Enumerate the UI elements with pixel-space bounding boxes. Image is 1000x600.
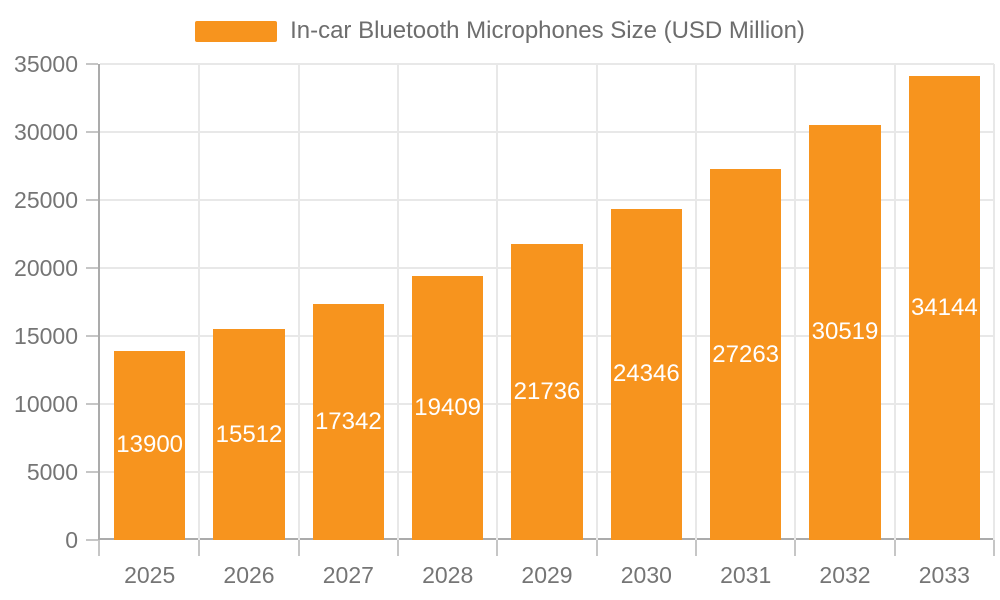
chart-title: In-car Bluetooth Microphones Size (USD M… — [290, 17, 805, 44]
y-tick-mark-15000 — [86, 335, 98, 337]
bar-value-label-2031: 27263 — [712, 340, 780, 368]
grid-line-y-25000 — [100, 199, 994, 201]
bar-2033[interactable]: 34144 — [908, 75, 981, 540]
grid-line-x-1 — [198, 64, 201, 540]
y-tick-mark-10000 — [86, 403, 98, 405]
y-tick-label-15000: 15000 — [14, 323, 78, 349]
y-tick-label-10000: 10000 — [14, 391, 78, 417]
y-tick-label-30000: 30000 — [14, 119, 78, 145]
grid-line-x-9 — [993, 64, 995, 540]
y-tick-label-0: 0 — [65, 527, 78, 553]
bar-2027[interactable]: 17342 — [312, 304, 385, 540]
grid-line-y-35000 — [100, 63, 994, 65]
x-tick-label-2033: 2033 — [918, 562, 970, 588]
bar-2030[interactable]: 24346 — [610, 208, 683, 540]
bar-2025[interactable]: 13900 — [113, 350, 186, 540]
grid-line-x-4 — [496, 64, 499, 540]
x-tick-mark-9 — [993, 540, 995, 556]
bar-value-label-2028: 19409 — [414, 394, 482, 421]
y-tick-mark-0 — [86, 539, 98, 541]
grid-line-x-6 — [695, 64, 697, 540]
x-tick-mark-6 — [695, 540, 697, 556]
grid-line-x-5 — [595, 64, 598, 540]
bar-value-label-2030: 24346 — [612, 360, 680, 388]
bar-2032[interactable]: 30519 — [809, 124, 881, 540]
x-tick-label-2027: 2027 — [322, 562, 374, 588]
x-tick-label-2026: 2026 — [223, 562, 275, 588]
bar-2026[interactable]: 15512 — [213, 329, 285, 540]
grid-line-x-7 — [794, 64, 797, 540]
x-tick-mark-1 — [198, 540, 201, 556]
y-tick-mark-35000 — [86, 63, 98, 65]
x-tick-label-2032: 2032 — [819, 562, 871, 588]
x-tick-mark-0 — [98, 540, 100, 556]
x-tick-mark-3 — [397, 540, 399, 556]
x-tick-mark-8 — [893, 540, 896, 556]
grid-line-x-3 — [397, 64, 399, 540]
x-tick-label-2028: 2028 — [422, 562, 474, 588]
chart-legend[interactable]: In-car Bluetooth Microphones Size (USD M… — [0, 14, 1000, 48]
x-tick-label-2029: 2029 — [521, 562, 573, 588]
x-tick-mark-7 — [794, 540, 797, 556]
grid-line-x-2 — [297, 64, 300, 540]
bar-2028[interactable]: 19409 — [411, 276, 484, 540]
y-tick-label-25000: 25000 — [14, 187, 78, 213]
bar-value-label-2029: 21736 — [513, 378, 581, 406]
y-tick-mark-5000 — [86, 471, 98, 473]
bar-2031[interactable]: 27263 — [709, 169, 782, 540]
y-tick-label-5000: 5000 — [26, 459, 78, 485]
plot-area: 0 5000 10000 15000 20000 25000 30000 35000 2025 1… — [14, 51, 995, 588]
y-tick-mark-20000 — [86, 267, 98, 269]
bar-value-label-2033: 34144 — [910, 293, 978, 321]
bar-2029[interactable]: 21736 — [511, 244, 583, 540]
x-tick-mark-5 — [595, 540, 598, 556]
bar-value-label-2032: 30519 — [811, 318, 879, 346]
grid-line-y-30000 — [100, 131, 994, 133]
y-axis-line — [98, 64, 100, 540]
grid-line-x-8 — [893, 64, 896, 540]
bar-value-label-2025: 13900 — [116, 431, 184, 459]
y-tick-label-20000: 20000 — [14, 255, 78, 281]
y-tick-label-35000: 35000 — [14, 51, 78, 77]
x-tick-label-2025: 2025 — [124, 562, 176, 588]
bar-value-label-2027: 17342 — [314, 408, 382, 436]
legend-swatch-icon[interactable] — [195, 20, 278, 42]
bar-value-label-2026: 15512 — [215, 420, 283, 448]
x-tick-label-2030: 2030 — [620, 562, 672, 588]
x-tick-mark-2 — [297, 540, 300, 556]
x-tick-mark-4 — [496, 540, 499, 556]
y-tick-mark-30000 — [86, 131, 98, 133]
y-tick-mark-25000 — [86, 199, 98, 201]
x-tick-label-2031: 2031 — [720, 562, 772, 588]
